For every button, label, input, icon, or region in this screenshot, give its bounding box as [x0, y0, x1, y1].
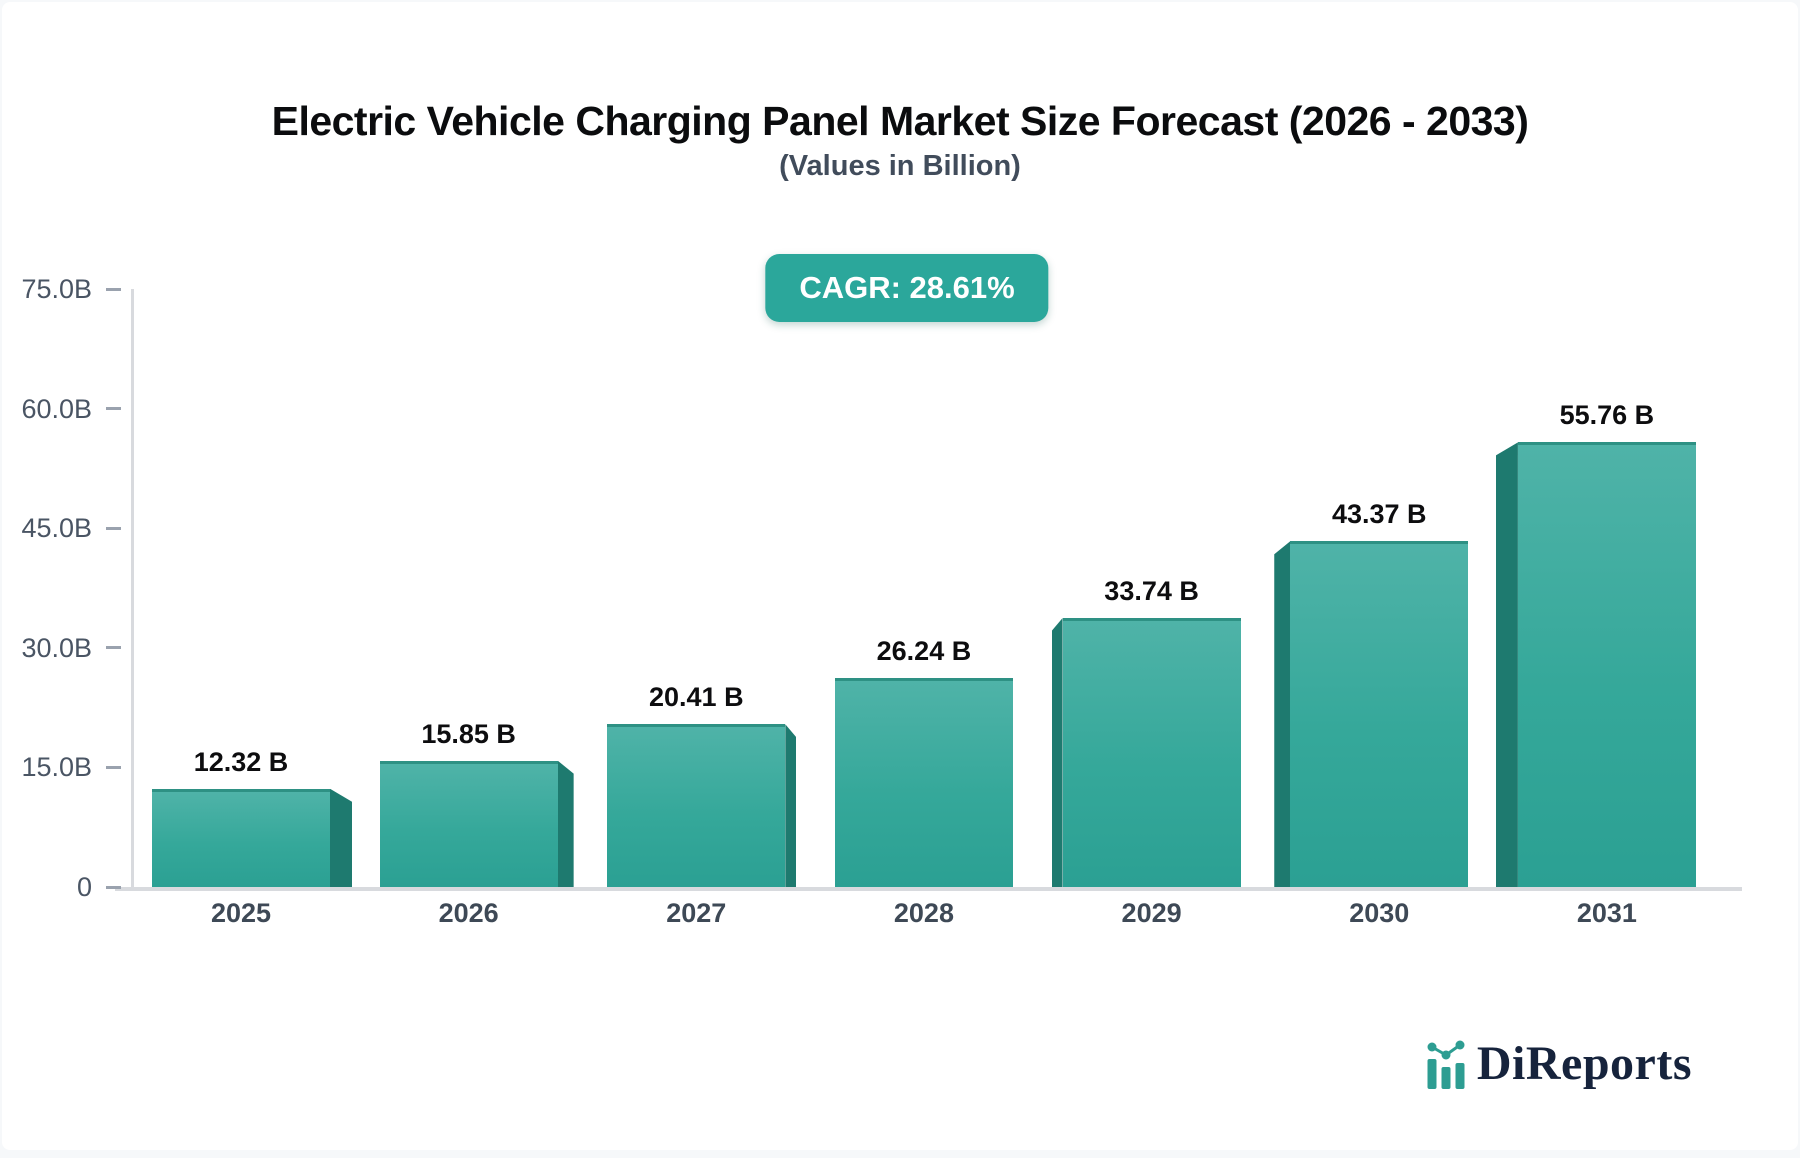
x-axis-label-2031: 2031: [1576, 898, 1637, 928]
x-axis-label-2029: 2029: [1121, 898, 1182, 928]
bar-2027[interactable]: [607, 724, 786, 887]
y-axis-tick-label: 15.0B: [21, 752, 92, 783]
bar-2031[interactable]: [1517, 442, 1696, 887]
bar-value-label-2029: 33.74 B: [1104, 575, 1199, 606]
x-axis-label-2026: 2026: [438, 898, 499, 928]
y-axis-tick-label: 45.0B: [21, 513, 92, 544]
y-axis-line: [131, 289, 134, 891]
bar-value-label-2028: 26.24 B: [876, 635, 972, 666]
bar-side-2031: [1495, 442, 1518, 887]
y-axis-tick: [106, 407, 121, 411]
x-axis-line: [115, 887, 1742, 891]
x-axis-label-2027: 2027: [666, 898, 727, 928]
y-axis-tick: [106, 287, 121, 291]
brand-name: DiReports: [1476, 1037, 1692, 1090]
chart-title: Electric Vehicle Charging Panel Market S…: [271, 98, 1529, 144]
bar-value-label-2026: 15.85 B: [421, 718, 516, 749]
cagr-badge: CAGR: 28.61%: [765, 254, 1049, 322]
bar-2030[interactable]: [1290, 541, 1469, 887]
chart-subtitle: (Values in Billion): [779, 150, 1021, 182]
bar-2026[interactable]: [379, 760, 558, 887]
bar-2028[interactable]: [834, 677, 1013, 887]
bar-value-label-2031: 55.76 B: [1559, 400, 1655, 431]
bar-value-label-2025: 12.32 B: [193, 746, 289, 777]
y-axis-tick: [106, 885, 121, 889]
y-axis-tick: [106, 765, 121, 769]
bar-side-2026: [557, 760, 574, 887]
bar-side-2027: [785, 724, 797, 887]
x-axis-label-2030: 2030: [1349, 898, 1410, 928]
bar-value-label-2030: 43.37 B: [1331, 499, 1427, 530]
y-axis-tick-label: 60.0B: [21, 393, 92, 424]
y-axis-tick: [106, 646, 121, 650]
bar-2025[interactable]: [152, 788, 330, 887]
y-axis-tick-label: 75.0B: [21, 274, 92, 304]
bar-side-2029: [1051, 617, 1063, 887]
y-axis-tick: [106, 526, 121, 530]
y-axis-tick-label: 0: [76, 872, 92, 902]
x-axis-label-2028: 2028: [893, 898, 954, 928]
bar-2029[interactable]: [1062, 617, 1241, 887]
bar-side-2025: [330, 788, 352, 887]
bar-value-label-2027: 20.41 B: [649, 682, 744, 713]
x-axis-label-2025: 2025: [210, 898, 272, 928]
bar-side-2030: [1274, 541, 1291, 887]
brand-logo: DiReports: [1426, 1036, 1692, 1091]
bar-chart-logo-icon: [1426, 1038, 1470, 1090]
y-axis-tick-label: 30.0B: [21, 632, 92, 663]
